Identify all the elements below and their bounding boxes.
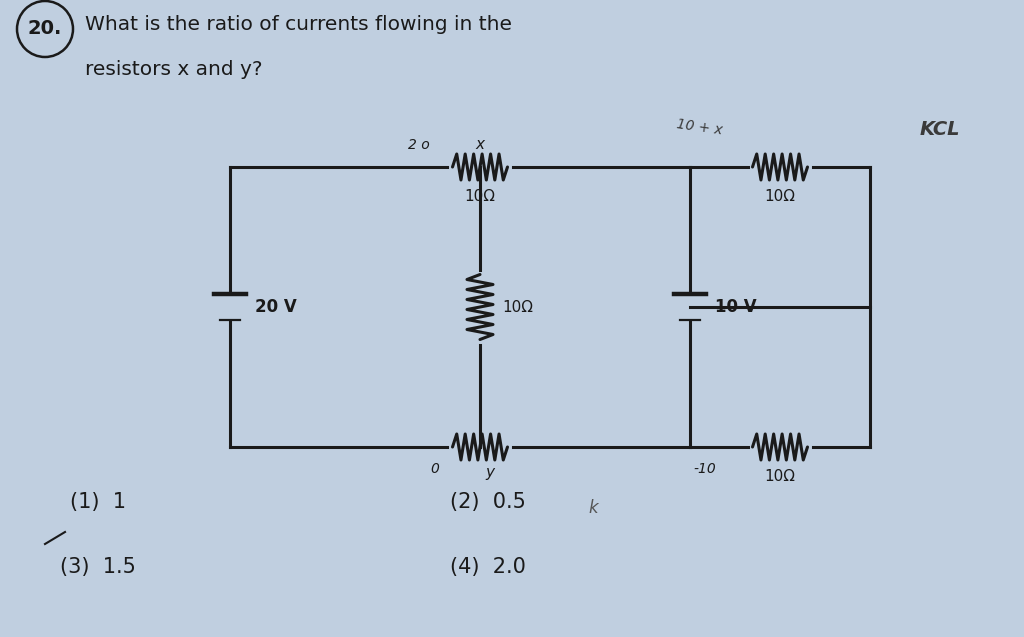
Text: (3)  1.5: (3) 1.5 xyxy=(60,557,136,577)
Text: (2)  0.5: (2) 0.5 xyxy=(450,492,526,512)
Text: (4)  2.0: (4) 2.0 xyxy=(450,557,526,577)
Text: y: y xyxy=(485,465,495,480)
Text: 10Ω: 10Ω xyxy=(765,469,796,484)
Text: 0: 0 xyxy=(430,462,439,476)
Text: k: k xyxy=(588,499,598,517)
Text: x: x xyxy=(475,137,484,152)
Text: 2 o: 2 o xyxy=(409,138,430,152)
Text: What is the ratio of currents flowing in the: What is the ratio of currents flowing in… xyxy=(85,15,512,34)
Text: (1)  1: (1) 1 xyxy=(70,492,126,512)
Text: 10 V: 10 V xyxy=(715,298,757,316)
Text: -10: -10 xyxy=(693,462,717,476)
Text: 10Ω: 10Ω xyxy=(502,299,534,315)
Text: 10Ω: 10Ω xyxy=(765,189,796,204)
Text: 20.: 20. xyxy=(28,20,62,38)
Text: KCL: KCL xyxy=(920,120,961,139)
Text: 20 V: 20 V xyxy=(255,298,297,316)
Text: resistors x and y?: resistors x and y? xyxy=(85,60,262,79)
Text: 10 + x: 10 + x xyxy=(676,117,724,137)
Text: 10Ω: 10Ω xyxy=(465,189,496,204)
